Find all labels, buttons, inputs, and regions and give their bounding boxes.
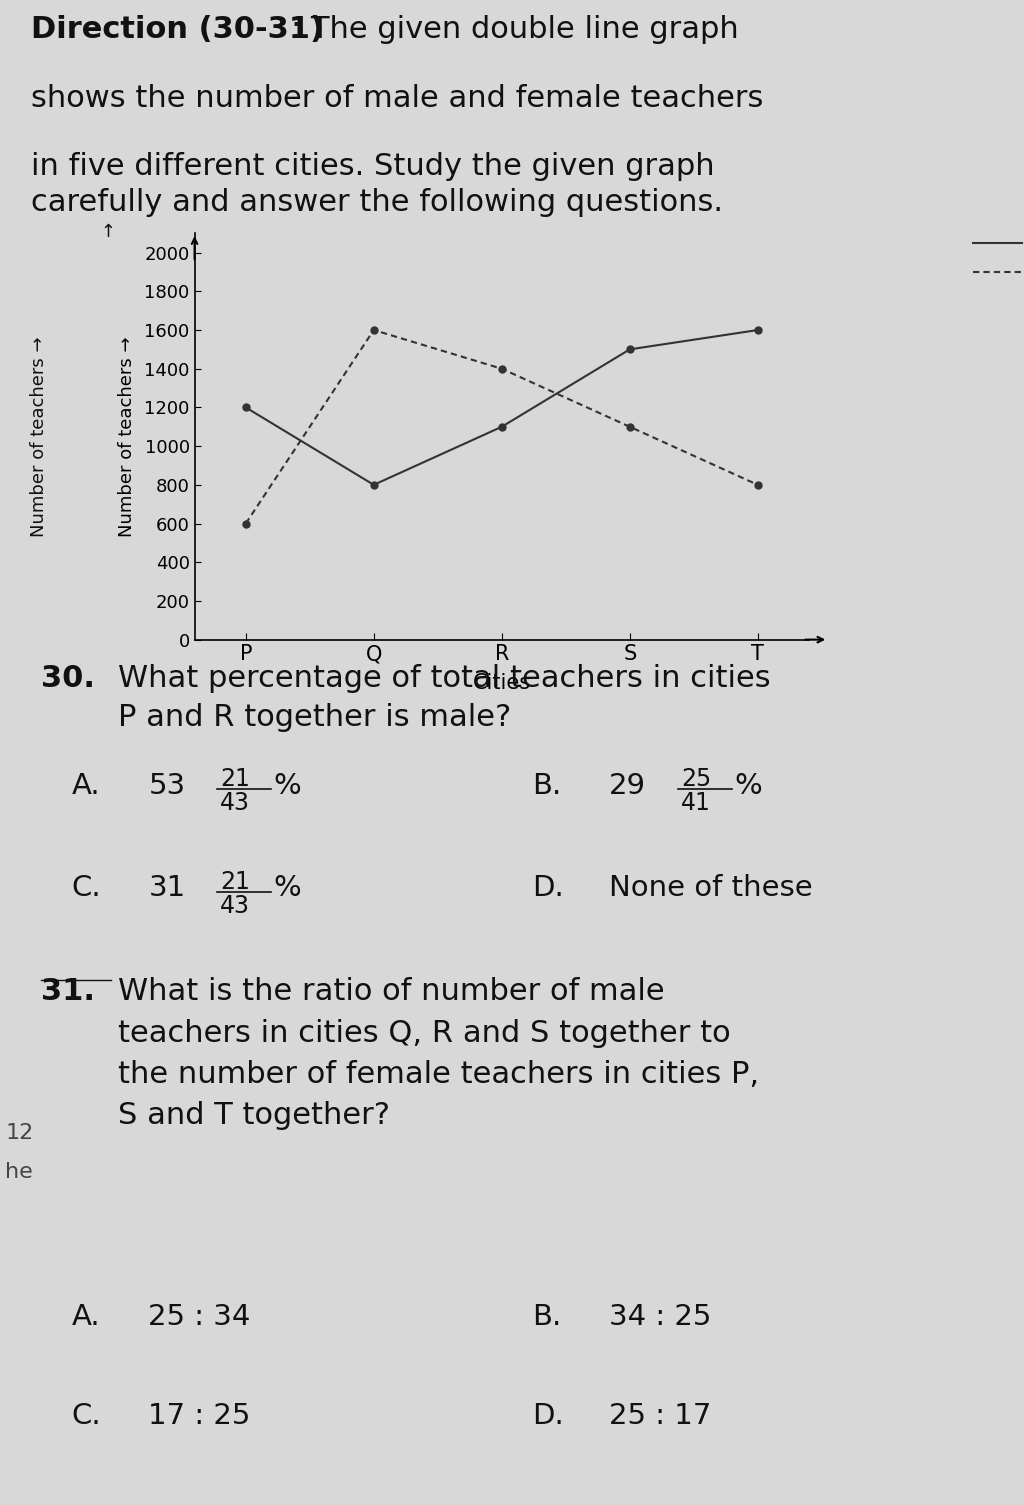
Text: %: %: [273, 772, 301, 799]
Text: 43: 43: [220, 792, 250, 816]
Text: P and R together is male?: P and R together is male?: [118, 703, 511, 731]
Text: What is the ratio of number of male: What is the ratio of number of male: [118, 977, 665, 1007]
Text: A.: A.: [72, 1303, 100, 1332]
Text: None of these: None of these: [609, 874, 813, 903]
Text: 53: 53: [148, 772, 185, 799]
Text: D.: D.: [532, 1403, 564, 1430]
Text: B.: B.: [532, 1303, 562, 1332]
Text: teachers in cities Q, R and S together to: teachers in cities Q, R and S together t…: [118, 1019, 730, 1047]
Text: 21: 21: [220, 768, 250, 792]
Text: 12: 12: [5, 1123, 34, 1144]
Text: C.: C.: [72, 874, 101, 903]
Text: Number of teachers →: Number of teachers →: [30, 336, 48, 537]
Text: D.: D.: [532, 874, 564, 903]
Text: the number of female teachers in cities P,: the number of female teachers in cities …: [118, 1060, 759, 1088]
Text: 17 : 25: 17 : 25: [148, 1403, 251, 1430]
Text: 31: 31: [148, 874, 185, 903]
Text: : The given double line graph: : The given double line graph: [291, 15, 739, 44]
X-axis label: Cities: Cities: [473, 673, 530, 692]
Text: What percentage of total teachers in cities: What percentage of total teachers in cit…: [118, 664, 770, 694]
Text: he: he: [5, 1162, 33, 1181]
Text: 25 : 17: 25 : 17: [609, 1403, 712, 1430]
Text: C.: C.: [72, 1403, 101, 1430]
Text: A.: A.: [72, 772, 100, 799]
Text: 34 : 25: 34 : 25: [609, 1303, 712, 1332]
Text: %: %: [273, 874, 301, 903]
Text: 21: 21: [220, 870, 250, 894]
Text: 25 : 34: 25 : 34: [148, 1303, 251, 1332]
Text: 29: 29: [609, 772, 646, 799]
Text: Direction (30-31): Direction (30-31): [31, 15, 335, 44]
Text: carefully and answer the following questions.: carefully and answer the following quest…: [31, 188, 723, 217]
Text: 30.: 30.: [41, 664, 95, 694]
Legend: Male teachers, Female teachers: Male teachers, Female teachers: [973, 235, 1024, 283]
Text: shows the number of male and female teachers: shows the number of male and female teac…: [31, 84, 763, 113]
Text: B.: B.: [532, 772, 562, 799]
Text: S and T together?: S and T together?: [118, 1102, 390, 1130]
Text: 41: 41: [681, 792, 711, 816]
Text: 25: 25: [681, 768, 712, 792]
Text: 31.: 31.: [41, 977, 95, 1007]
Text: in five different cities. Study the given graph: in five different cities. Study the give…: [31, 152, 715, 181]
Text: ↑: ↑: [100, 223, 115, 241]
Y-axis label: Number of teachers →: Number of teachers →: [118, 336, 136, 537]
Text: 43: 43: [220, 894, 250, 918]
Text: %: %: [734, 772, 762, 799]
